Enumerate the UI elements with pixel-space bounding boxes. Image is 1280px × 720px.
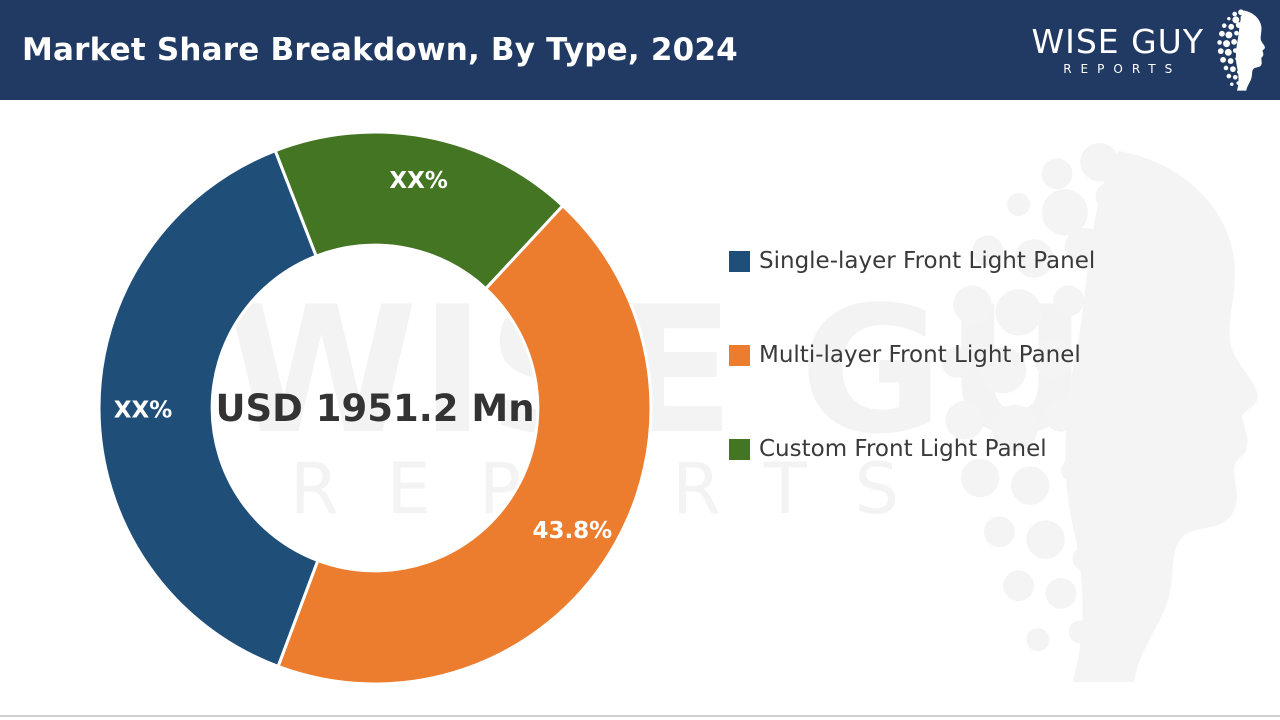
legend-swatch-multi-layer	[729, 344, 750, 366]
logo-subtitle: REPORTS	[1063, 62, 1182, 76]
donut-segment-multi-layer-front-light-panel	[276, 203, 653, 686]
legend-item-multi-layer: Multi-layer Front Light Panel	[729, 342, 1095, 368]
legend-swatch-custom	[729, 438, 750, 460]
segment-value-label: 43.8%	[532, 518, 612, 544]
donut-chart: XX% 43.8% XX% USD 1951.2 Mn	[97, 130, 653, 686]
donut-segment-custom-front-light-panel	[273, 130, 565, 291]
wise-guy-logo: WISE GUY REPORTS	[1031, 9, 1266, 91]
legend-label: Multi-layer Front Light Panel	[759, 342, 1081, 368]
logo-text: WISE GUY REPORTS	[1031, 25, 1204, 75]
logo-wordmark: WISE GUY	[1031, 22, 1204, 61]
legend-label: Custom Front Light Panel	[759, 436, 1047, 462]
segment-value-label: XX%	[114, 397, 173, 423]
legend-item-single-layer: Single-layer Front Light Panel	[729, 248, 1095, 274]
legend-swatch-single-layer	[729, 250, 750, 272]
wise-guy-face-icon	[1208, 9, 1266, 91]
segment-value-label: XX%	[389, 168, 448, 194]
bottom-divider	[0, 715, 1280, 717]
legend-item-custom: Custom Front Light Panel	[729, 436, 1095, 462]
page-title: Market Share Breakdown, By Type, 2024	[22, 32, 738, 68]
header-bar: Market Share Breakdown, By Type, 2024 WI…	[0, 0, 1280, 100]
legend-label: Single-layer Front Light Panel	[759, 248, 1096, 274]
donut-center-value: USD 1951.2 Mn	[215, 387, 534, 430]
donut-segment-single-layer-front-light-panel	[97, 148, 320, 669]
chart-legend: Single-layer Front Light Panel Multi-lay…	[729, 248, 1095, 530]
